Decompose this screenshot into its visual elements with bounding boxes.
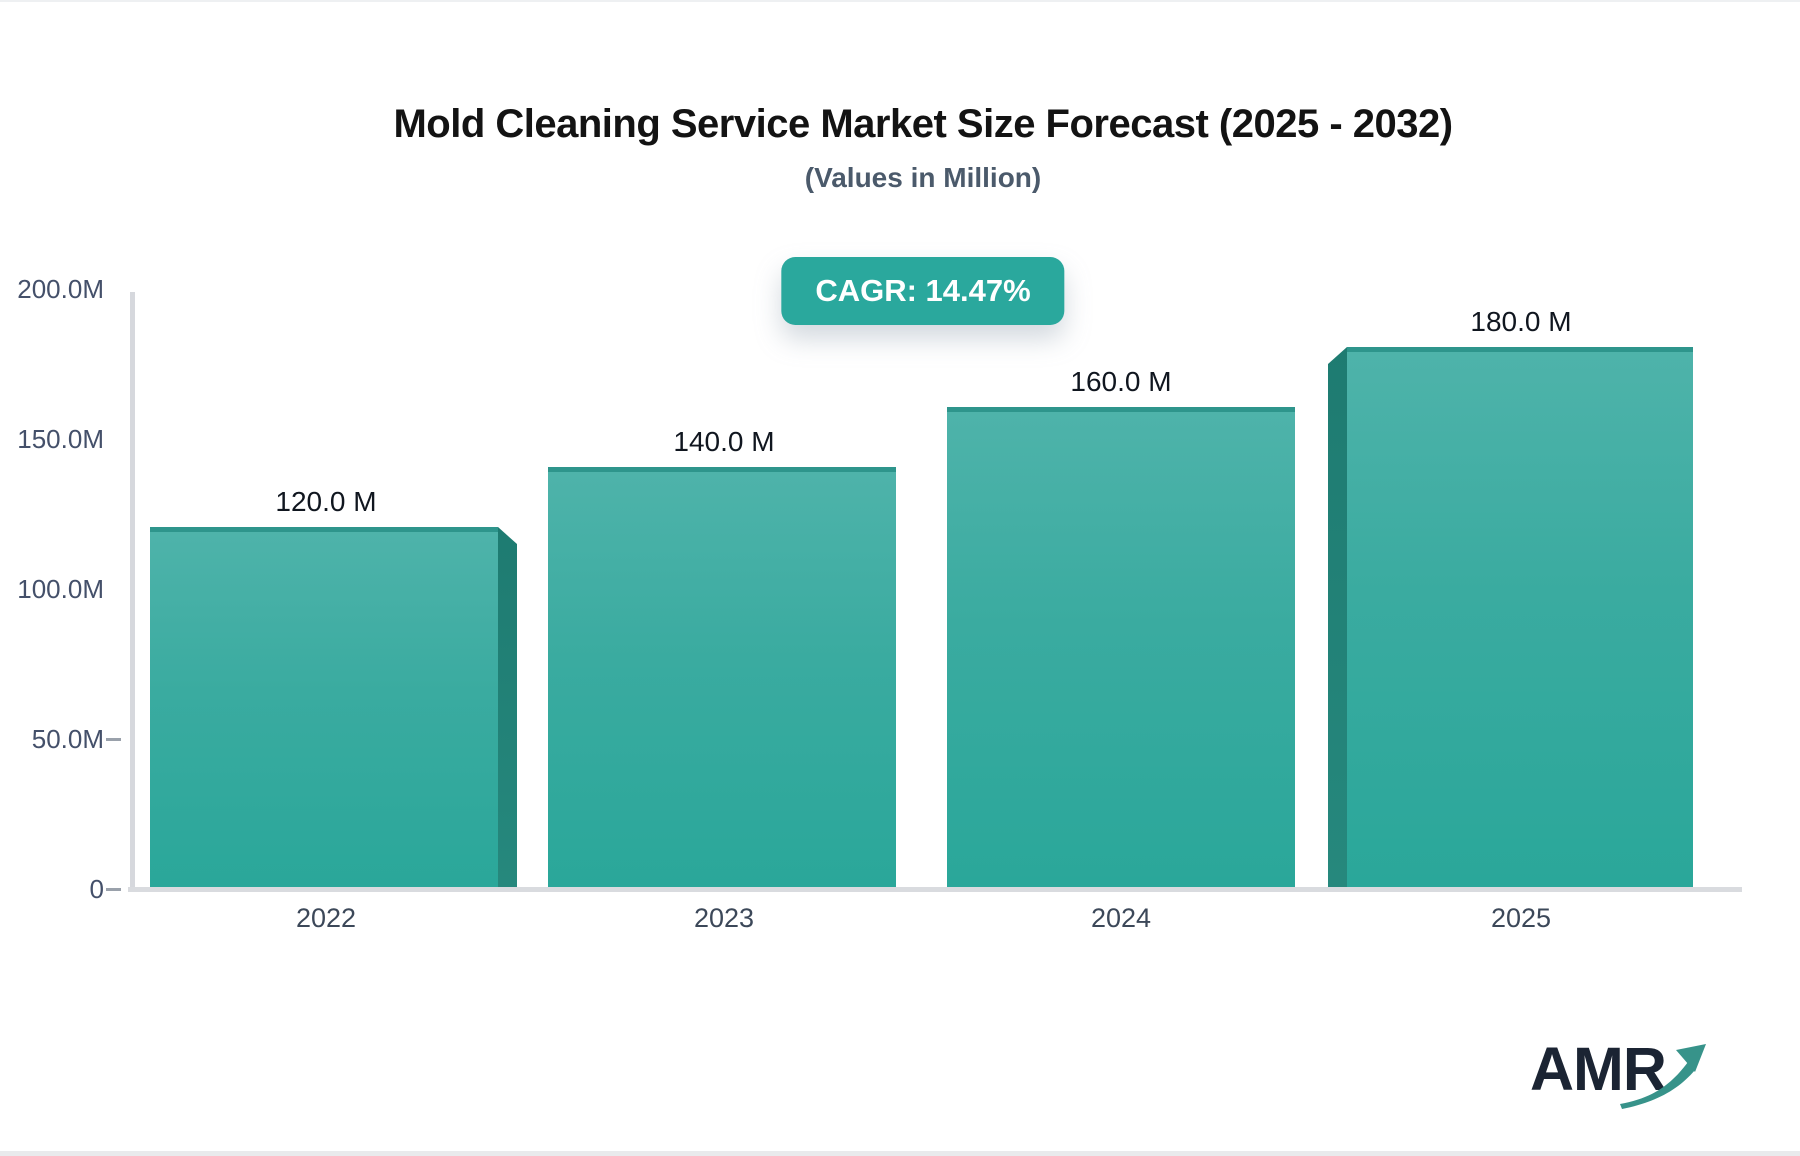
growth-arrow-icon: [1620, 1044, 1706, 1109]
bar-value-label: 180.0 M: [1470, 306, 1572, 337]
bar-value-label: 120.0 M: [275, 486, 377, 517]
chart-title: Mold Cleaning Service Market Size Foreca…: [393, 102, 1453, 146]
x-axis-label-2023: 2023: [693, 903, 755, 933]
y-axis-tick-label: 150.0M: [17, 424, 104, 454]
bar-2022-bevel-edge: [498, 527, 517, 887]
cagr-badge: CAGR: 14.47%: [781, 257, 1065, 325]
bar-2025-bevel-edge: [1328, 347, 1347, 887]
bar-2024[interactable]: [947, 407, 1295, 887]
amr-logo: AMR: [1530, 1034, 1710, 1114]
x-axis-line: [128, 887, 1742, 892]
y-axis-tick-label: 0: [89, 874, 104, 904]
page-bottom-edge: [0, 1151, 1800, 1156]
x-axis-label-2025: 2025: [1490, 903, 1552, 933]
bar-2022[interactable]: [150, 527, 498, 887]
chart-subtitle: (Values in Million): [804, 162, 1042, 193]
y-axis-tick-label: 200.0M: [17, 274, 104, 304]
y-axis-tick-label: 100.0M: [17, 574, 104, 604]
y-axis-tick-mark: [106, 738, 121, 741]
bar-value-label: 140.0 M: [673, 426, 775, 457]
bar-value-label: 160.0 M: [1070, 366, 1172, 397]
bar-2023[interactable]: [548, 467, 896, 887]
x-axis-label-2022: 2022: [295, 903, 357, 933]
amr-logo-text: AMR: [1530, 1035, 1667, 1103]
y-axis-line: [130, 292, 135, 892]
y-axis-tick-label: 50.0M: [31, 724, 104, 754]
x-axis-label-2024: 2024: [1090, 903, 1152, 933]
y-axis-tick-mark: [106, 888, 121, 891]
bar-2025[interactable]: [1347, 347, 1693, 887]
